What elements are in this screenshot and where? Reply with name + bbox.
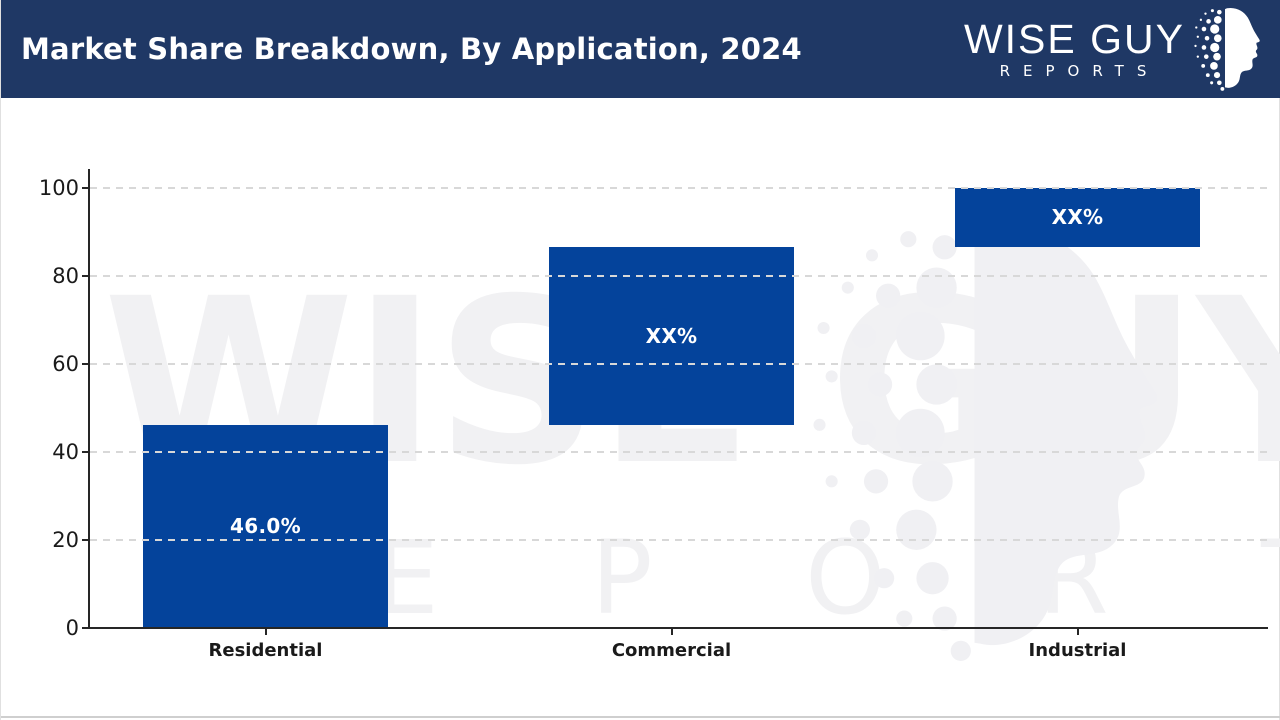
gridline [90, 450, 1267, 453]
y-tick-mark [82, 274, 88, 277]
y-tick-label: 0 [65, 615, 79, 640]
gridline [90, 538, 1267, 541]
x-tick-mark [1076, 629, 1079, 635]
brand-logo-text: WISE GUY REPORTS [964, 19, 1185, 79]
page-title: Market Share Breakdown, By Application, … [21, 32, 802, 66]
x-tick-mark [264, 629, 267, 635]
y-tick-label: 80 [52, 263, 79, 288]
y-tick-mark [82, 626, 88, 629]
header-bar: Market Share Breakdown, By Application, … [1, 0, 1280, 98]
y-tick-mark [82, 450, 88, 453]
bar-commercial: XX% [549, 247, 794, 426]
bar-residential: 46.0% [143, 425, 388, 628]
x-axis-line [88, 627, 1268, 629]
x-category-label: Commercial [611, 640, 732, 661]
bar-value-label: XX% [645, 324, 698, 349]
y-tick-mark [82, 362, 88, 365]
brand-subtext: REPORTS [999, 62, 1160, 80]
brand-logo: WISE GUY REPORTS [964, 6, 1280, 92]
gridline [90, 186, 1267, 189]
x-tick-mark [670, 629, 673, 635]
y-tick-label: 100 [38, 175, 79, 200]
bar-value-label: XX% [1051, 205, 1104, 230]
gridline [90, 362, 1267, 365]
y-tick-label: 40 [52, 439, 79, 464]
bottom-divider [1, 716, 1280, 718]
y-tick-mark [82, 186, 88, 189]
y-tick-label: 60 [52, 351, 79, 376]
x-category-label: Residential [208, 640, 323, 661]
y-axis-line [88, 169, 90, 629]
bar-industrial: XX% [955, 187, 1200, 248]
x-category-label: Industrial [1028, 640, 1127, 661]
bar-value-label: 46.0% [230, 514, 301, 539]
y-tick-label: 20 [52, 527, 79, 552]
y-tick-mark [82, 538, 88, 541]
gridline [90, 274, 1267, 277]
brand-wordmark: WISE GUY [963, 16, 1185, 62]
